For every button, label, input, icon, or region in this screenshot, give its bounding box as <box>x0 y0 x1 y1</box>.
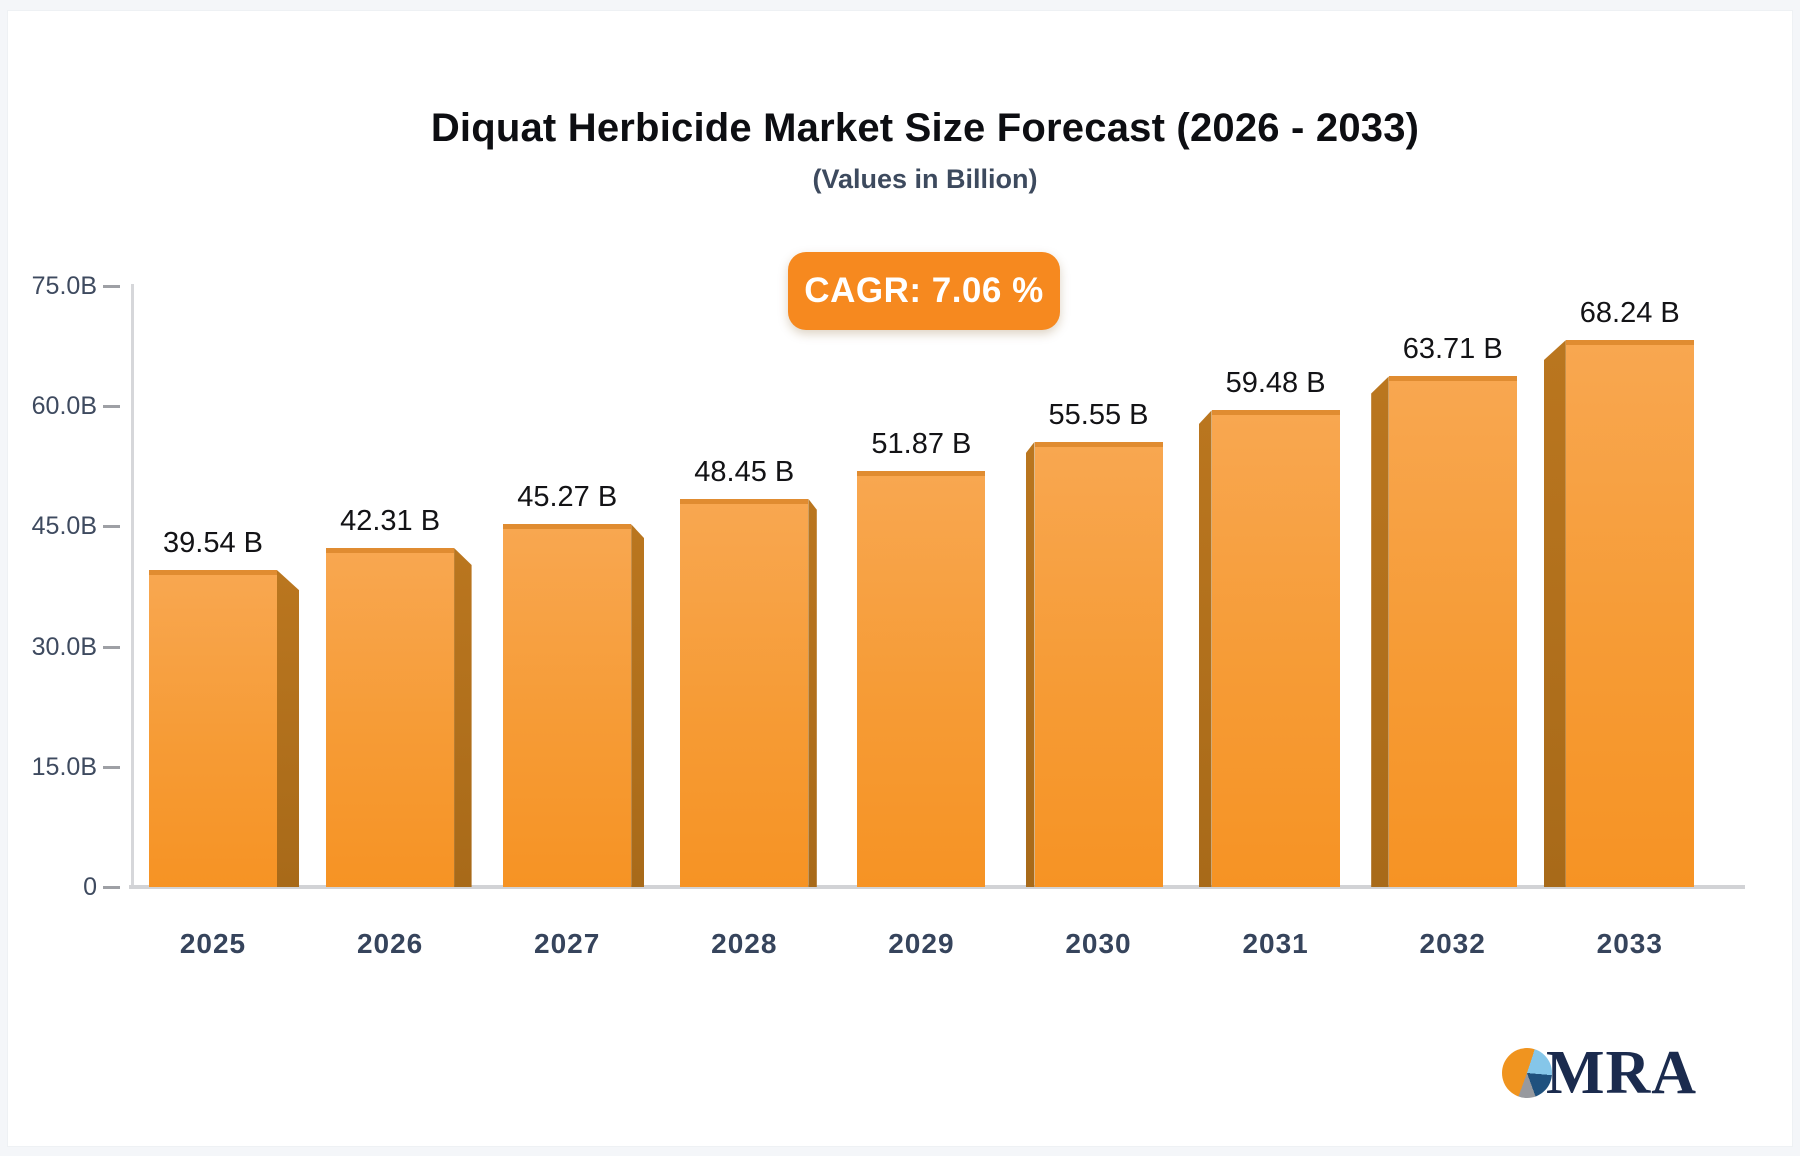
y-axis-tick-label: 30.0B <box>31 632 97 661</box>
bar-3d-side <box>1026 441 1035 887</box>
bar-3d-side <box>277 570 299 887</box>
mra-logo-text: MRA <box>1546 1039 1698 1107</box>
bar-3d-side <box>1371 376 1389 887</box>
y-axis-tick-label: 75.0B <box>31 272 97 300</box>
cagr-badge-label: CAGR: 7.06 % <box>804 271 1044 310</box>
bar-3d-side <box>1543 340 1566 887</box>
y-axis-tick-mark <box>103 525 120 529</box>
y-axis-tick-mark <box>103 285 120 288</box>
bar-value-label: 68.24 B <box>1579 297 1680 330</box>
y-axis-tick-label: 15.0B <box>31 752 97 781</box>
y-axis-tick-mark <box>103 886 120 889</box>
bar-value-label: 55.55 B <box>1048 398 1149 431</box>
chart-subtitle: (Values in Billion) <box>812 164 1038 194</box>
x-axis-category-label: 2029 <box>888 928 955 959</box>
bar-3d-side <box>808 498 817 887</box>
y-axis-tick-mark <box>103 765 120 769</box>
bar-value-label: 42.31 B <box>340 504 441 537</box>
y-axis-tick-label: 45.0B <box>31 512 97 541</box>
bar-value-label: 39.54 B <box>163 527 263 560</box>
x-axis-category-label: 2026 <box>356 928 424 959</box>
x-axis-category-label: 2031 <box>1242 928 1309 959</box>
bar-2032 <box>1388 376 1517 887</box>
y-axis-tick-label: 0 <box>83 873 97 901</box>
bar-value-label: 63.71 B <box>1402 333 1503 366</box>
y-axis-tick-label: 60.0B <box>31 392 97 421</box>
cagr-badge: CAGR: 7.06 % <box>788 252 1060 330</box>
y-axis-tick-mark <box>103 645 120 649</box>
mra-pie-icon <box>1502 1048 1552 1098</box>
bar-2029 <box>857 471 986 887</box>
bar-2028 <box>680 498 809 887</box>
x-axis-category-label: 2028 <box>711 928 778 959</box>
bar-2025 <box>149 570 277 887</box>
bar-2026 <box>326 547 455 887</box>
x-axis-line <box>129 885 1745 889</box>
bar-2027 <box>503 524 632 887</box>
bar-2030 <box>1034 441 1163 887</box>
y-axis-tick-mark <box>103 405 120 409</box>
x-axis-category-label: 2025 <box>179 928 247 959</box>
x-axis-category-label: 2033 <box>1596 928 1663 959</box>
bar-value-label: 48.45 B <box>694 455 795 488</box>
bar-3d-side <box>1198 410 1212 887</box>
bar-value-label: 45.27 B <box>517 481 618 514</box>
x-axis-category-label: 2027 <box>534 928 601 959</box>
bar-2031 <box>1211 410 1340 887</box>
bar-2033 <box>1565 340 1694 887</box>
bar-value-label: 59.48 B <box>1225 367 1326 400</box>
x-axis-category-label: 2030 <box>1065 928 1132 959</box>
x-axis-category-label: 2032 <box>1419 928 1486 959</box>
bar-value-label: 51.87 B <box>871 428 972 461</box>
y-axis-line <box>131 284 134 887</box>
bar-3d-side <box>454 547 472 887</box>
mra-logo: MRA <box>1502 1038 1722 1108</box>
chart-title: Diquat Herbicide Market Size Forecast (2… <box>430 106 1420 150</box>
bar-3d-side <box>631 524 645 887</box>
